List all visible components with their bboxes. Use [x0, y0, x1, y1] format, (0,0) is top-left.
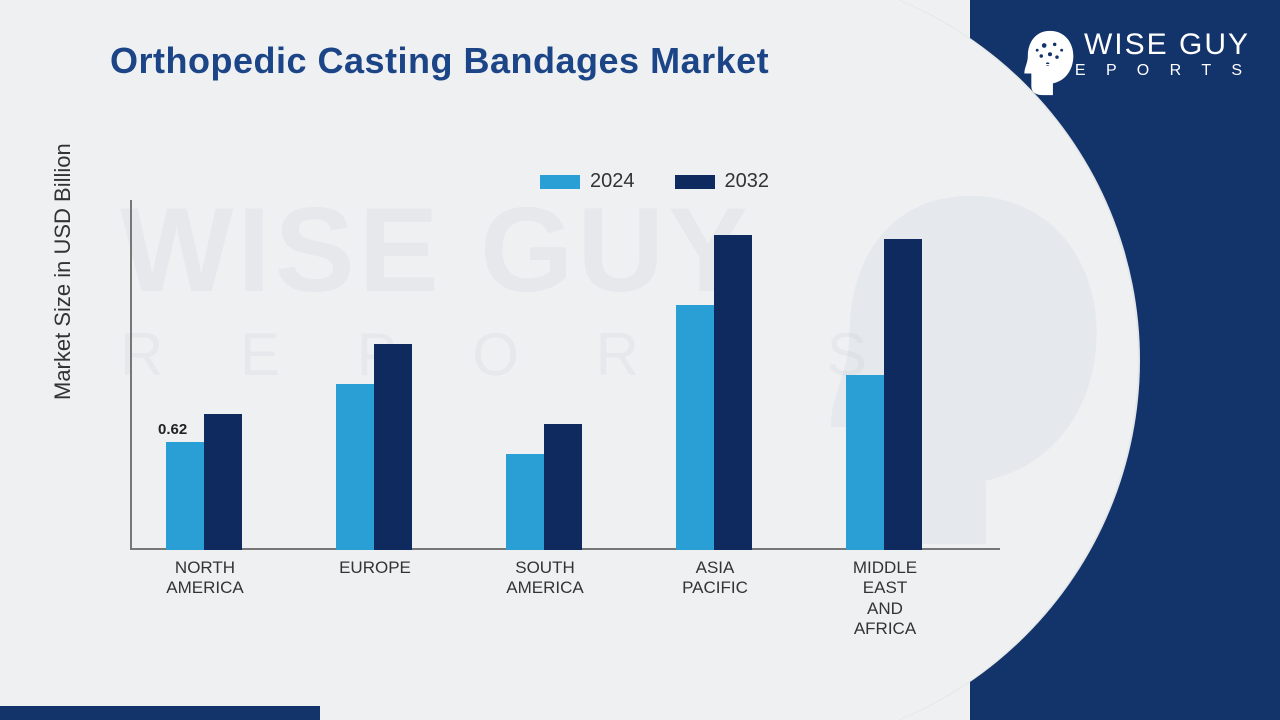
legend: 2024 2032	[540, 170, 769, 193]
legend-item-2032: 2032	[675, 170, 770, 193]
bar-2024	[166, 442, 204, 551]
x-tick-label: EUROPE	[315, 558, 435, 578]
x-tick-label: NORTHAMERICA	[145, 558, 265, 599]
bar-2024	[846, 375, 884, 550]
bar-2024	[336, 384, 374, 550]
legend-swatch-icon	[675, 175, 715, 189]
value-label: 0.62	[158, 421, 187, 438]
brand-logo: WISE GUY R E P O R T S	[1043, 30, 1250, 80]
chart-title: Orthopedic Casting Bandages Market	[110, 40, 769, 82]
brand-line2: R E P O R T S	[1043, 62, 1250, 80]
bar-2024	[506, 454, 544, 550]
legend-item-2024: 2024	[540, 170, 635, 193]
y-axis-label: Market Size in USD Billion	[50, 143, 76, 400]
x-tick-label: ASIAPACIFIC	[655, 558, 775, 599]
footer-accent-bar	[0, 706, 320, 720]
x-tick-label: MIDDLEEASTANDAFRICA	[825, 558, 945, 640]
bar-2032	[374, 344, 412, 551]
legend-swatch-icon	[540, 175, 580, 189]
bar-2024	[676, 305, 714, 550]
bar-2032	[544, 424, 582, 550]
chart-canvas: WISE GUY R E P O R T S WISE GUY R E P O …	[0, 0, 1280, 720]
y-axis-line	[130, 200, 132, 550]
legend-label: 2024	[590, 170, 635, 193]
bar-2032	[714, 235, 752, 550]
brand-line1: WISE GUY	[1043, 30, 1250, 60]
plot-area: 0.62	[130, 200, 1000, 550]
x-tick-label: SOUTHAMERICA	[485, 558, 605, 599]
bar-2032	[884, 239, 922, 551]
bar-2032	[204, 414, 242, 551]
legend-label: 2032	[725, 170, 770, 193]
